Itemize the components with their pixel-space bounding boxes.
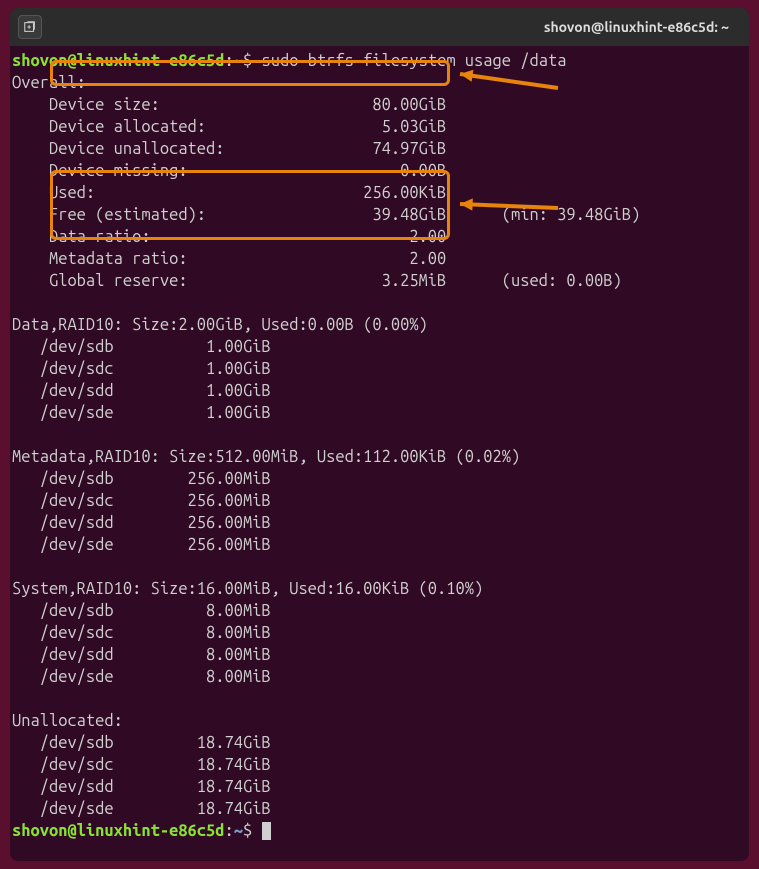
prompt-symbol: $ [243, 52, 261, 70]
section-row: /dev/sdd 18.74GiB [12, 778, 271, 796]
cursor [262, 822, 271, 840]
overall-row: Free (estimated): 39.48GiB (min: 39.48Gi… [12, 206, 640, 224]
prompt-path: ~ [234, 822, 243, 840]
section-header: Metadata,RAID10: Size:512.00MiB, Used:11… [12, 448, 520, 466]
window-title: shovon@linuxhint-e86c5d: ~ [10, 19, 749, 35]
section-row: /dev/sdc 18.74GiB [12, 756, 271, 774]
overall-row: Data ratio: 2.00 [12, 228, 446, 246]
overall-row: Metadata ratio: 2.00 [12, 250, 446, 268]
section-row: /dev/sdb 256.00MiB [12, 470, 271, 488]
section-row: /dev/sdb 8.00MiB [12, 602, 271, 620]
section-row: /dev/sde 1.00GiB [12, 404, 271, 422]
overall-row: Device allocated: 5.03GiB [12, 118, 446, 136]
terminal-body[interactable]: shovon@linuxhint-e86c5d:~$ sudo btrfs fi… [10, 46, 749, 846]
titlebar: shovon@linuxhint-e86c5d: ~ [10, 8, 749, 46]
section-row: /dev/sde 256.00MiB [12, 536, 271, 554]
section-row: /dev/sdc 8.00MiB [12, 624, 271, 642]
overall-row: Global reserve: 3.25MiB (used: 0.00B) [12, 272, 622, 290]
prompt-colon: : [225, 822, 234, 840]
section-row: /dev/sde 8.00MiB [12, 668, 271, 686]
overall-row: Device size: 80.00GiB [12, 96, 446, 114]
overall-row: Used: 256.00KiB [12, 184, 446, 202]
prompt-symbol: $ [243, 822, 261, 840]
overall-row: Device unallocated: 74.97GiB [12, 140, 446, 158]
prompt-colon: : [225, 52, 234, 70]
prompt-user: shovon@linuxhint-e86c5d [12, 822, 225, 840]
terminal-window: shovon@linuxhint-e86c5d: ~ shovon@linuxh… [10, 8, 749, 861]
section-row: /dev/sdb 1.00GiB [12, 338, 271, 356]
section-header: System,RAID10: Size:16.00MiB, Used:16.00… [12, 580, 483, 598]
overall-row: Device missing: 0.00B [12, 162, 446, 180]
section-row: /dev/sdc 1.00GiB [12, 360, 271, 378]
section-row: /dev/sde 18.74GiB [12, 800, 271, 818]
section-row: /dev/sdd 1.00GiB [12, 382, 271, 400]
prompt-path: ~ [234, 52, 243, 70]
section-header: Unallocated: [12, 712, 123, 730]
section-header: Data,RAID10: Size:2.00GiB, Used:0.00B (0… [12, 316, 428, 334]
command-text: sudo btrfs filesystem usage /data [262, 52, 567, 70]
section-row: /dev/sdc 256.00MiB [12, 492, 271, 510]
section-row: /dev/sdd 256.00MiB [12, 514, 271, 532]
prompt-user: shovon@linuxhint-e86c5d [12, 52, 225, 70]
section-row: /dev/sdd 8.00MiB [12, 646, 271, 664]
section-row: /dev/sdb 18.74GiB [12, 734, 271, 752]
overall-header: Overall: [12, 74, 86, 92]
